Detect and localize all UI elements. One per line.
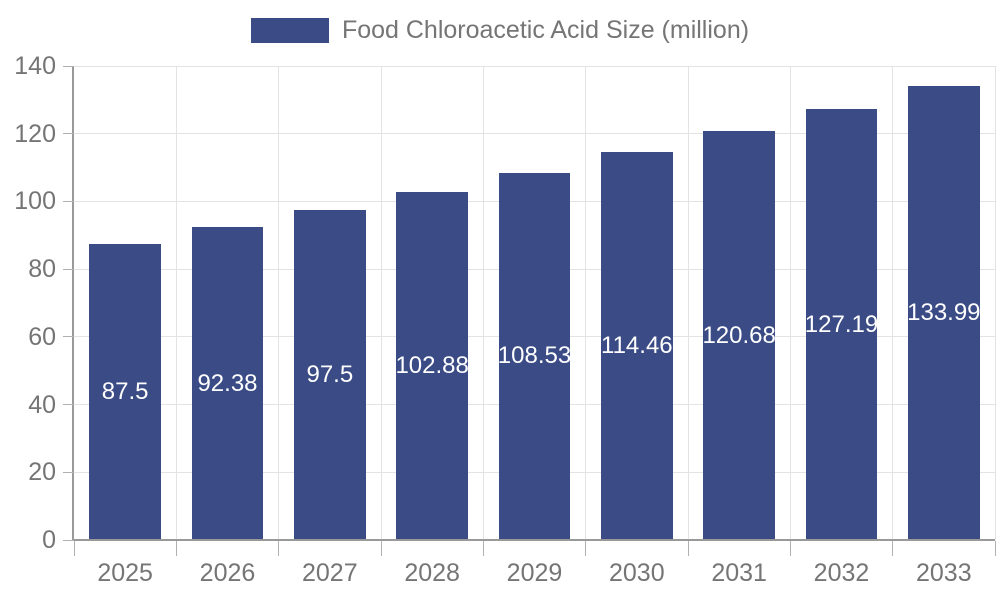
y-tick-mark — [63, 268, 74, 270]
x-tick-mark — [994, 541, 996, 556]
legend-swatch — [250, 18, 329, 43]
x-axis-labels: 2025 2026 2027 2028 2029 2030 2031 2032 2033 — [74, 558, 995, 588]
x-tick-mark — [175, 541, 177, 556]
y-tick-mark — [63, 133, 74, 135]
bar-value-label: 120.68 — [702, 321, 776, 349]
x-tick-mark — [73, 541, 75, 556]
x-tick-mark — [482, 541, 484, 556]
y-tick-label: 140 — [14, 52, 56, 80]
y-tick-label: 40 — [28, 390, 56, 419]
bar-2027[interactable]: 97.5 — [294, 209, 366, 540]
bar-2030[interactable]: 114.46 — [601, 152, 673, 540]
x-tick-mark — [892, 541, 894, 556]
bar-value-label: 108.53 — [497, 342, 572, 370]
legend[interactable]: Food Chloroacetic Acid Size (million) — [0, 16, 1000, 45]
y-tick-label: 20 — [28, 458, 56, 487]
x-tick-mark — [789, 541, 791, 556]
x-tick-label: 2033 — [916, 559, 972, 587]
bar-value-label: 114.46 — [601, 332, 673, 360]
bar-value-label: 133.99 — [907, 299, 981, 327]
bar-value-label: 92.38 — [197, 369, 258, 397]
v-gridline — [789, 66, 791, 540]
v-gridline — [687, 66, 689, 540]
x-tick-label: 2032 — [813, 559, 870, 587]
h-gridline — [74, 65, 995, 67]
v-gridline — [994, 66, 996, 540]
y-tick-mark — [63, 200, 74, 202]
x-tick-label: 2031 — [711, 559, 767, 587]
v-gridline — [175, 66, 177, 540]
h-gridline — [74, 133, 995, 135]
x-tick-label: 2025 — [97, 559, 153, 587]
v-gridline — [892, 66, 894, 540]
v-gridline — [585, 66, 587, 540]
y-tick-mark — [63, 539, 74, 541]
bar-value-label: 87.5 — [101, 377, 149, 405]
y-tick-label: 120 — [14, 119, 56, 148]
bar-2026[interactable]: 92.38 — [191, 227, 264, 540]
bar-2031[interactable]: 120.68 — [702, 131, 776, 540]
y-tick-label: 80 — [28, 255, 56, 284]
bar-2029[interactable]: 108.53 — [497, 172, 572, 540]
x-axis-line — [72, 539, 995, 541]
x-tick-label: 2030 — [609, 559, 665, 587]
bar-2028[interactable]: 102.88 — [395, 191, 469, 540]
plot-area: 87.5 92.38 97.5 102.88 108.53 114.46 120.68 127… — [74, 65, 996, 540]
y-tick-label: 0 — [42, 526, 56, 554]
bar-2025[interactable]: 87.5 — [89, 243, 161, 540]
y-axis-labels: 0 20 40 60 80 100 120 140 — [0, 52, 56, 554]
bar-2033[interactable]: 133.99 — [907, 86, 981, 540]
bar-value-label: 97.5 — [306, 360, 354, 388]
y-tick-label: 60 — [28, 322, 56, 351]
x-tick-mark — [585, 541, 587, 556]
x-tick-mark — [278, 541, 280, 556]
v-gridline — [278, 66, 280, 540]
x-tick-mark — [380, 541, 382, 556]
x-tick-mark — [687, 541, 689, 556]
y-tick-mark — [63, 65, 74, 67]
v-gridline — [380, 66, 382, 540]
y-tick-mark — [63, 404, 74, 406]
bar-value-label: 127.19 — [804, 310, 879, 338]
x-tick-label: 2029 — [506, 559, 563, 587]
x-tick-label: 2028 — [404, 559, 460, 587]
y-axis-line — [72, 66, 74, 540]
x-tick-label: 2026 — [199, 559, 256, 587]
bar-2032[interactable]: 127.19 — [804, 109, 879, 540]
y-tick-mark — [63, 471, 74, 473]
v-gridline — [482, 66, 484, 540]
y-tick-mark — [63, 336, 74, 338]
x-tick-label: 2027 — [302, 559, 358, 587]
y-tick-label: 100 — [14, 187, 56, 216]
bar-value-label: 102.88 — [395, 351, 469, 379]
legend-label: Food Chloroacetic Acid Size (million) — [341, 16, 750, 44]
